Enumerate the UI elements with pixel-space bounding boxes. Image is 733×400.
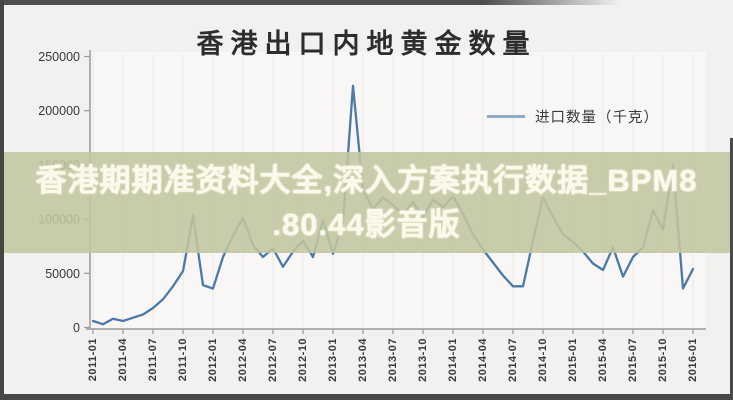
watermark-banner: 香港期期准资料大全,深入方案执行数据_BPM8 .80.44影音版 <box>0 152 733 253</box>
x-tick-label: 2014-07 <box>507 338 519 382</box>
y-tick-label: 50000 <box>45 267 80 281</box>
x-tick-label: 2015-01 <box>567 338 579 382</box>
x-tick-label: 2015-07 <box>627 338 639 382</box>
x-tick-label: 2013-04 <box>357 338 369 382</box>
x-tick-label: 2014-10 <box>537 338 549 382</box>
x-tick-label: 2015-04 <box>597 338 609 382</box>
y-tick-label: 200000 <box>38 104 80 118</box>
x-tick-label: 2011-10 <box>177 338 189 381</box>
legend-line-swatch <box>487 115 525 118</box>
frame-bottom-border <box>0 394 733 400</box>
watermark-text-line2: .80.44影音版 <box>272 206 461 242</box>
x-tick-label: 2013-01 <box>327 338 339 382</box>
x-tick-label: 2012-07 <box>267 338 279 382</box>
x-tick-label: 2013-07 <box>387 338 399 382</box>
x-tick-label: 2014-01 <box>447 338 459 382</box>
x-tick-label: 2013-10 <box>417 338 429 382</box>
watermark-text-line1: 香港期期准资料大全,深入方案执行数据_BPM8 <box>35 162 698 198</box>
frame-left-border <box>0 0 4 400</box>
x-tick-label: 2014-04 <box>477 338 489 382</box>
frame-top-border <box>0 0 620 5</box>
x-tick-label: 2011-07 <box>147 338 159 381</box>
x-tick-label: 2012-01 <box>207 338 219 382</box>
x-tick-label: 2011-04 <box>117 338 129 382</box>
y-tick-label: 0 <box>73 321 80 335</box>
frame-right-border <box>730 138 733 400</box>
legend: 进口数量（千克） <box>487 106 659 127</box>
y-tick-label: 250000 <box>38 50 80 64</box>
chart-title: 香港出口内地黄金数量 <box>196 29 537 59</box>
x-tick-label: 2015-10 <box>657 338 669 382</box>
x-tick-label: 2016-01 <box>687 338 699 382</box>
x-tick-label: 2011-01 <box>87 338 99 381</box>
x-tick-label: 2012-04 <box>237 338 249 382</box>
legend-label: 进口数量（千克） <box>535 110 659 126</box>
x-tick-label: 2012-10 <box>297 338 309 382</box>
